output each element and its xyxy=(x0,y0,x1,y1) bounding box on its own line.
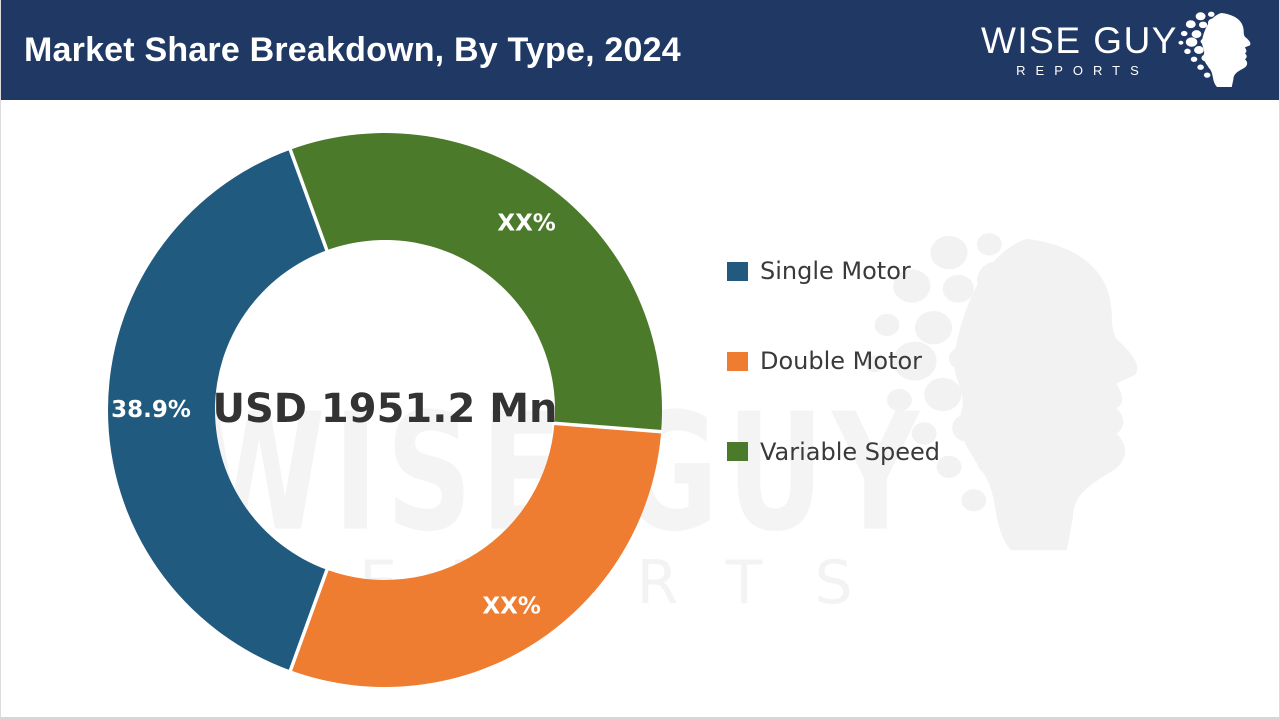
wiseguy-logo: WISE GUY REPORTS xyxy=(981,9,1258,91)
segment-divider xyxy=(288,148,329,252)
legend-swatch-double-motor xyxy=(727,352,748,372)
segment-double-motor xyxy=(290,423,662,687)
legend-swatch-single-motor xyxy=(727,261,748,281)
logo-face-icon xyxy=(1178,11,1251,88)
chart-area: WISE GUY REPORTS XX%XX%38.9% USD 1951.2 … xyxy=(0,100,1280,720)
legend-label-variable-speed: Variable Speed xyxy=(760,437,941,466)
legend-label-single-motor: Single Motor xyxy=(760,257,911,285)
header-bar: Market Share Breakdown, By Type, 2024 WI… xyxy=(0,0,1280,100)
legend-label-double-motor: Double Motor xyxy=(760,347,923,376)
chart-legend: Single Motor Double Motor Variable Speed xyxy=(727,258,940,465)
chart-center-value: USD 1951.2 Mn xyxy=(212,386,558,432)
segment-divider xyxy=(553,421,663,434)
segment-value-label-single-motor: 38.9% xyxy=(111,397,191,423)
legend-item-variable-speed: Variable Speed xyxy=(727,437,941,466)
logo-name: WISE GUY xyxy=(980,20,1178,62)
segment-variable-speed xyxy=(290,133,662,432)
legend-swatch-variable-speed xyxy=(727,442,748,462)
segment-value-label-double-motor: XX% xyxy=(482,594,541,620)
legend-item-single-motor: Single Motor xyxy=(727,258,940,284)
segment-value-label-variable-speed: XX% xyxy=(497,211,556,237)
logo-subtitle: REPORTS xyxy=(1016,62,1149,78)
segment-divider xyxy=(288,568,329,672)
logo-text: WISE GUY REPORTS xyxy=(980,20,1178,78)
legend-item-double-motor: Double Motor xyxy=(727,347,940,376)
segment-single-motor xyxy=(107,149,327,671)
page-title: Market Share Breakdown, By Type, 2024 xyxy=(24,30,681,69)
